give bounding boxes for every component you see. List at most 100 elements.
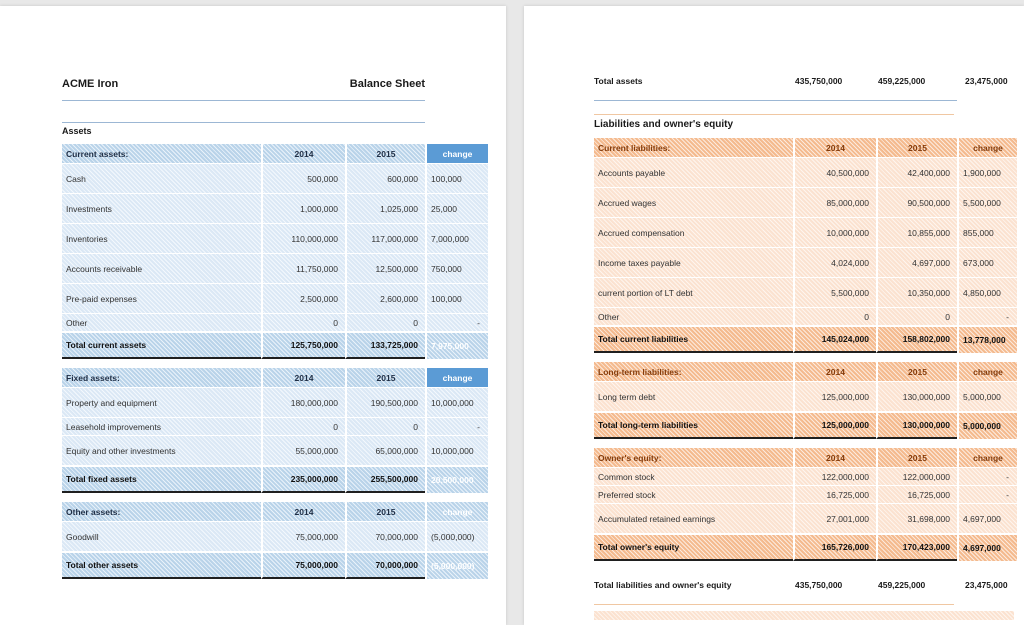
section-divider: [62, 122, 425, 123]
value-2015: 0: [345, 418, 425, 435]
row-label: Accrued compensation: [598, 227, 685, 238]
table-header-row: Owner's equity: 2014 2015 change: [594, 448, 1017, 467]
table-row: Other 0 0-: [594, 307, 1017, 325]
table-row: Accumulated retained earnings 27,001,000 3…: [594, 503, 1017, 533]
value-change: -: [957, 468, 1017, 485]
total-assets-divider: [594, 100, 957, 101]
assets-heading: Assets: [62, 126, 92, 136]
total-2015: 170,423,000: [876, 535, 957, 561]
grand-total-change: 23,475,000: [957, 580, 1017, 590]
total-2014: 75,000,000: [261, 553, 345, 579]
row-label: Other: [66, 317, 88, 328]
section-fixed-assets: Fixed assets: 2014 2015 change Property and …: [62, 368, 488, 493]
value-2015: 0: [345, 314, 425, 331]
value-2014: 85,000,000: [793, 188, 876, 217]
section-owner-s-equity: Owner's equity: 2014 2015 change Common stoc…: [594, 448, 1017, 561]
total-assets-row: Total assets 435,750,000 459,225,000 23,…: [594, 68, 1017, 94]
section-title: Fixed assets:: [66, 372, 120, 383]
value-2014: 110,000,000: [261, 224, 345, 253]
value-change: 100,000: [425, 284, 488, 313]
value-2014: 1,000,000: [261, 194, 345, 223]
total-2015: 133,725,000: [345, 333, 425, 359]
table-header-row: Long-term liabilities: 2014 2015 change: [594, 362, 1017, 381]
column-header-2015: 2015: [345, 144, 425, 163]
table-row: Accounts payable 40,500,000 42,400,000 1,90…: [594, 157, 1017, 187]
total-change: 13,778,000: [957, 327, 1017, 353]
table-row: Income taxes payable 4,024,000 4,697,000 67…: [594, 247, 1017, 277]
clipped-row-strip: [594, 611, 1014, 620]
section-title: Long-term liabilities:: [598, 366, 682, 377]
row-label: Inventories: [66, 233, 108, 244]
value-2015: 190,500,000: [345, 388, 425, 417]
row-label: Cash: [66, 173, 86, 184]
total-2014: 125,000,000: [793, 413, 876, 439]
section-title: Current assets:: [66, 148, 129, 159]
row-label: Preferred stock: [598, 489, 656, 500]
value-change: 4,850,000: [957, 278, 1017, 307]
row-label: current portion of LT debt: [598, 287, 693, 298]
value-2014: 2,500,000: [261, 284, 345, 313]
row-label: Accrued wages: [598, 197, 657, 208]
value-change: 855,000: [957, 218, 1017, 247]
row-label: Investments: [66, 203, 112, 214]
table-total-row: Total current liabilities 145,024,000 158,…: [594, 325, 1017, 353]
value-2015: 65,000,000: [345, 436, 425, 465]
section-long-term-liabilities: Long-term liabilities: 2014 2015 change Long…: [594, 362, 1017, 439]
value-2015: 12,500,000: [345, 254, 425, 283]
total-assets-2015: 459,225,000: [876, 76, 957, 86]
company-name: ACME Iron: [62, 78, 119, 90]
column-header-2014: 2014: [793, 448, 876, 467]
document-header: ACME Iron Balance Sheet: [62, 76, 425, 92]
value-2014: 0: [261, 314, 345, 331]
total-2015: 70,000,000: [345, 553, 425, 579]
row-label: Accumulated retained earnings: [598, 513, 716, 524]
total-change: (5,000,000): [425, 553, 488, 579]
table-row: Accrued compensation 10,000,000 10,855,000…: [594, 217, 1017, 247]
table-total-row: Total owner's equity 165,726,000 170,423,0…: [594, 533, 1017, 561]
value-2014: 11,750,000: [261, 254, 345, 283]
row-label: Income taxes payable: [598, 257, 681, 268]
column-header-change: change: [957, 362, 1017, 381]
total-label: Total current assets: [62, 333, 261, 359]
row-label: Goodwill: [66, 531, 99, 542]
row-label: Common stock: [598, 471, 655, 482]
value-2014: 122,000,000: [793, 468, 876, 485]
total-2015: 255,500,000: [345, 467, 425, 493]
column-header-2015: 2015: [345, 502, 425, 521]
total-assets-label: Total assets: [594, 76, 643, 86]
assets-tables: Current assets: 2014 2015 change Cash 500,000…: [62, 144, 488, 579]
value-change: 10,000,000: [425, 388, 488, 417]
value-2015: 31,698,000: [876, 504, 957, 533]
value-change: 750,000: [425, 254, 488, 283]
value-2015: 10,350,000: [876, 278, 957, 307]
column-header-change: change: [957, 138, 1017, 157]
value-change: 4,697,000: [957, 504, 1017, 533]
value-2015: 42,400,000: [876, 158, 957, 187]
column-header-change: change: [957, 448, 1017, 467]
total-2014: 165,726,000: [793, 535, 876, 561]
value-change: 1,900,000: [957, 158, 1017, 187]
value-2014: 180,000,000: [261, 388, 345, 417]
value-2015: 70,000,000: [345, 522, 425, 551]
table-total-row: Total current assets 125,750,000 133,725,0…: [62, 331, 488, 359]
value-change: 25,000: [425, 194, 488, 223]
total-2014: 235,000,000: [261, 467, 345, 493]
value-change: 7,000,000: [425, 224, 488, 253]
value-2014: 500,000: [261, 164, 345, 193]
section-other-assets: Other assets: 2014 2015 change Goodwill 75,00…: [62, 502, 488, 579]
total-assets-change: 23,475,000: [957, 76, 1017, 86]
table-row: Goodwill 75,000,000 70,000,000 (5,000,000): [62, 521, 488, 551]
page-1-content: ACME Iron Balance Sheet Assets Current a…: [62, 76, 488, 579]
grand-total-divider: [594, 604, 954, 605]
column-header-change: change: [425, 368, 488, 387]
table-row: Long term debt 125,000,000 130,000,000 5,00…: [594, 381, 1017, 411]
value-change: -: [425, 418, 488, 435]
section-current-liabilities: Current liabilities: 2014 2015 change Accoun…: [594, 138, 1017, 353]
table-row: Common stock 122,000,000 122,000,000-: [594, 467, 1017, 485]
value-2015: 0: [876, 308, 957, 325]
row-label: Leasehold improvements: [66, 421, 161, 432]
value-change: 100,000: [425, 164, 488, 193]
grand-total-2015: 459,225,000: [876, 580, 957, 590]
total-2015: 130,000,000: [876, 413, 957, 439]
